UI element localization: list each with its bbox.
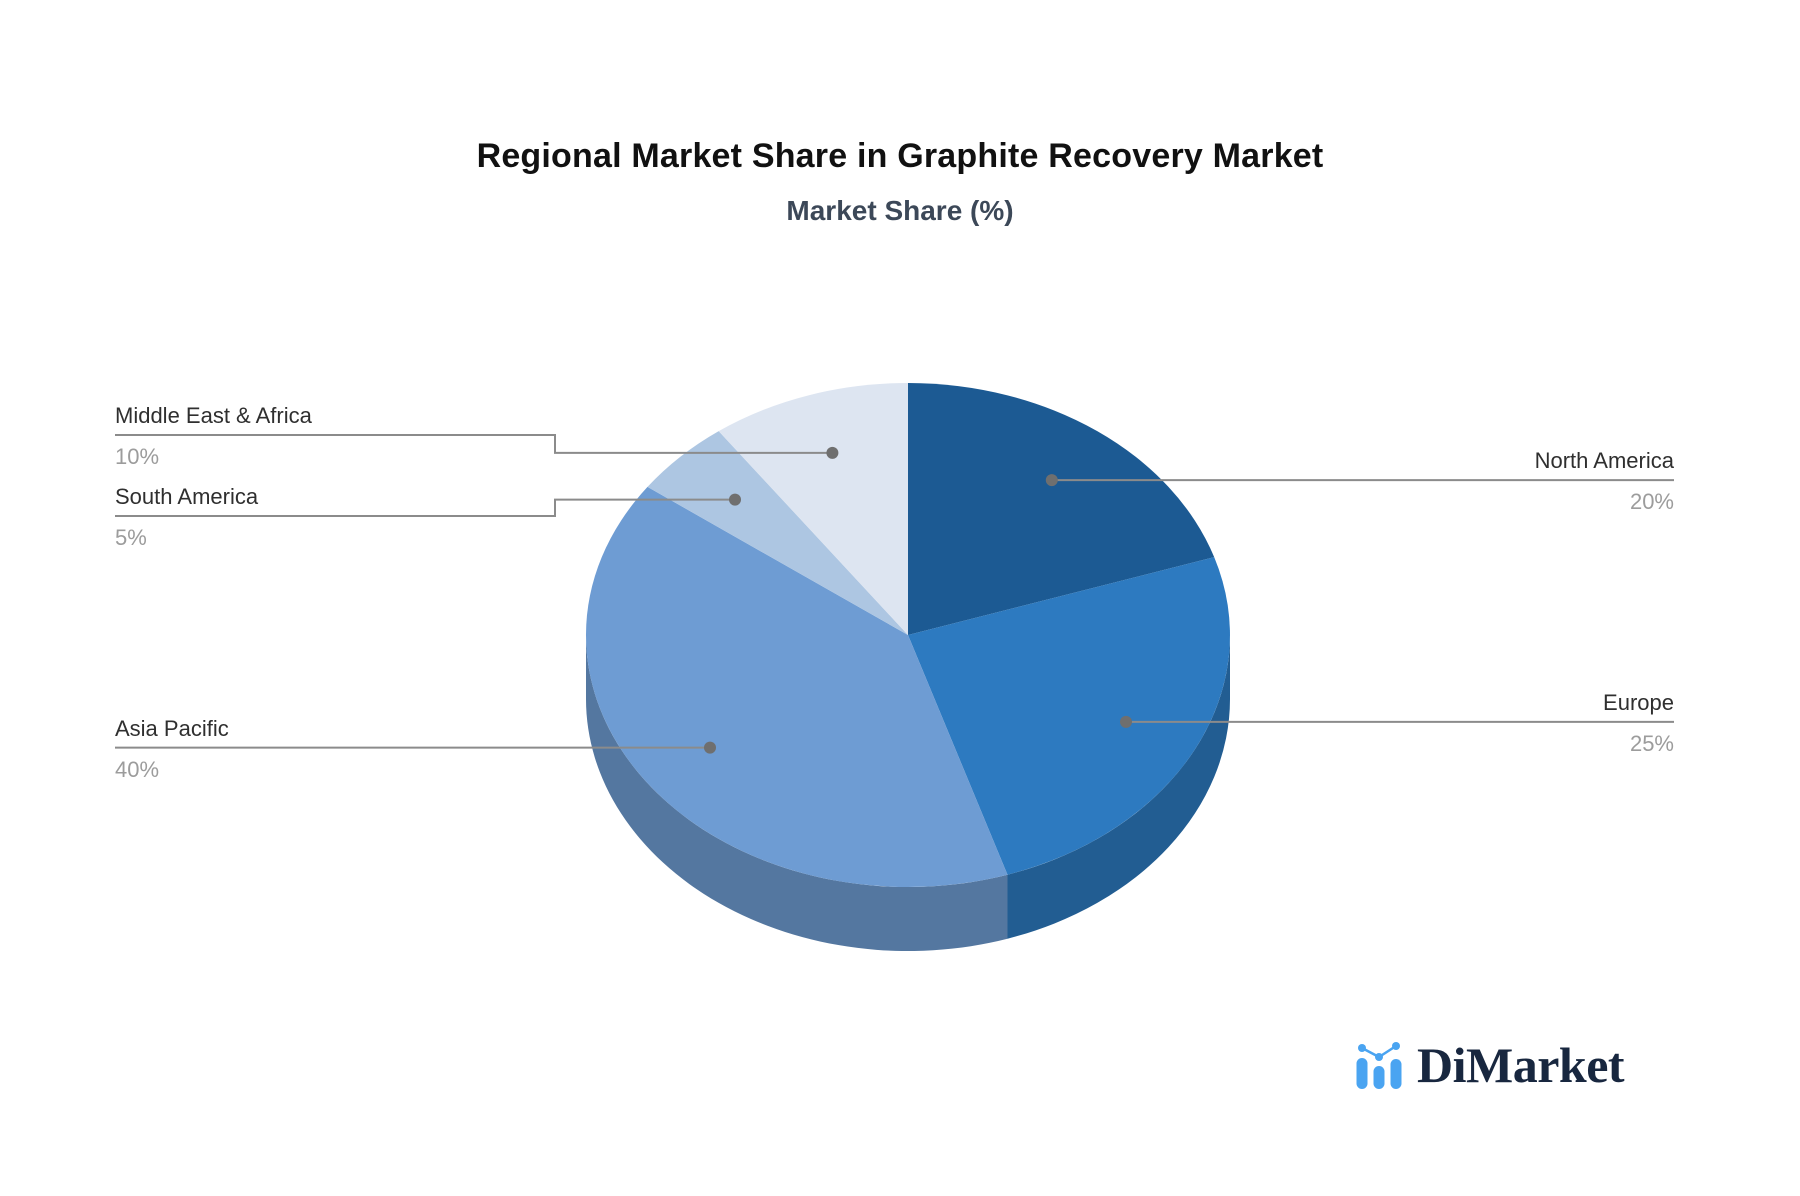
pie-slice-asia-pacific[interactable] [585, 486, 1008, 888]
leader-dot-europe [1120, 715, 1132, 728]
pie-slice-europe[interactable] [908, 557, 1230, 875]
slice-percent-asia-pacific: 40% [115, 756, 160, 782]
pie-slice-north-america[interactable] [908, 383, 1215, 635]
pie-slice-south-america[interactable] [647, 431, 909, 635]
slice-label-middle-east-africa: Middle East & Africa [115, 403, 312, 428]
bar-line-chart-icon [1356, 1042, 1402, 1089]
leader-dot-south-america [729, 493, 741, 506]
slice-percent-middle-east-africa: 10% [115, 444, 160, 469]
slice-percent-south-america: 5% [115, 525, 147, 550]
leader-dot-middle-east-africa [826, 446, 839, 459]
pie-slice-middle-east-africa[interactable] [718, 383, 908, 635]
slice-percent-north-america: 20% [1629, 489, 1674, 515]
slice-label-south-america: South America [115, 484, 259, 509]
slice-percent-europe: 25% [1629, 730, 1674, 756]
pie-slice-side-europe [1007, 635, 1230, 939]
leader-dot-asia-pacific [704, 741, 716, 754]
slice-label-europe: Europe [1603, 689, 1674, 715]
chart-title: Regional Market Share in Graphite Recove… [476, 137, 1324, 175]
brand-logo-text: DiMarket [1417, 1037, 1625, 1093]
chart-subtitle: Market Share (%) [786, 195, 1014, 226]
leader-line-middle-east-africa [115, 434, 833, 454]
leader-dot-north-america [1045, 474, 1058, 487]
slice-label-asia-pacific: Asia Pacific [115, 715, 229, 741]
pie-slice-side-asia-pacific [586, 635, 1008, 952]
slice-label-north-america: North America [1534, 448, 1674, 474]
brand-logo: DiMarket [1352, 1037, 1625, 1093]
leader-line-south-america [115, 498, 735, 517]
